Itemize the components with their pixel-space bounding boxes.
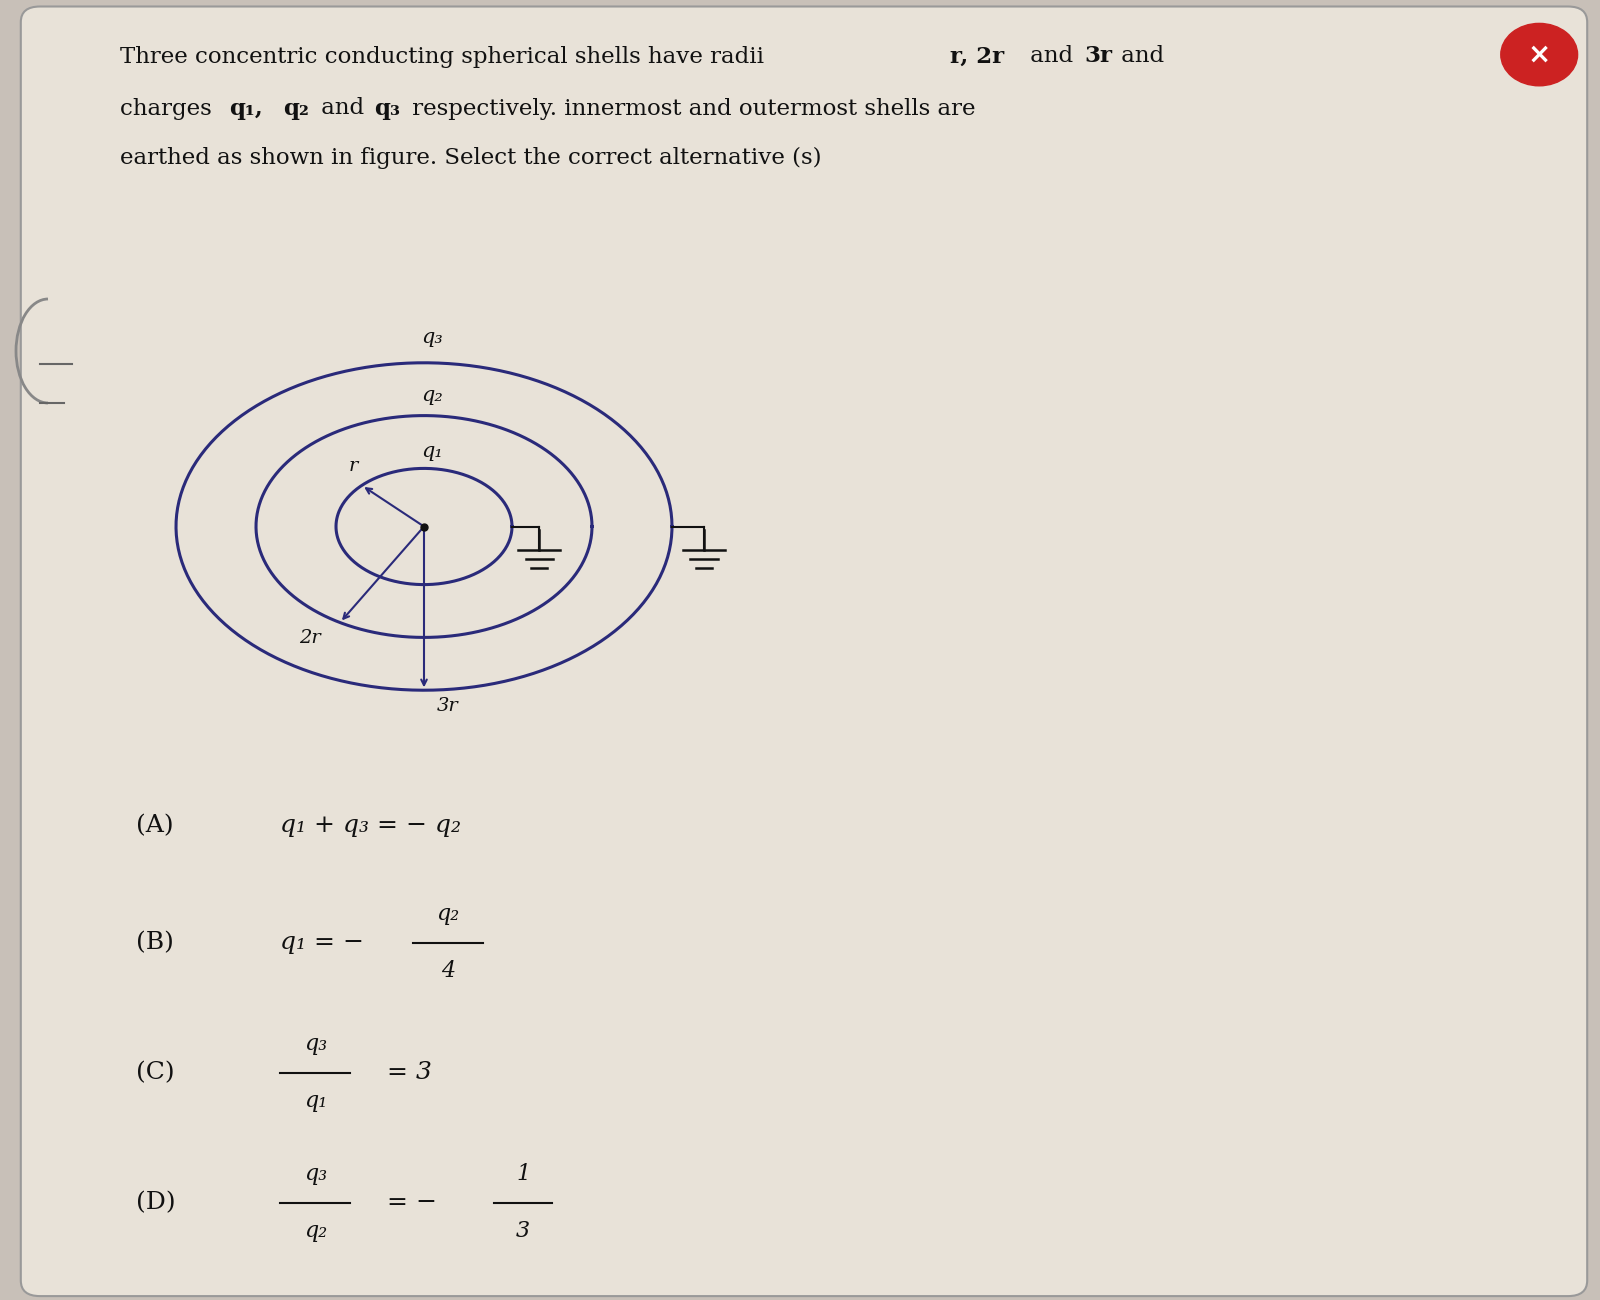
Text: 3: 3: [517, 1221, 530, 1241]
Text: q₃: q₃: [304, 1164, 326, 1184]
Text: r: r: [349, 458, 358, 474]
Text: q₂: q₂: [437, 903, 459, 924]
Text: q₁: q₁: [421, 442, 443, 460]
Text: = −: = −: [387, 1191, 437, 1214]
Text: q₂: q₂: [283, 98, 309, 120]
Text: q₂: q₂: [304, 1221, 326, 1241]
Text: ×: ×: [1528, 40, 1550, 69]
Text: q₃: q₃: [374, 98, 400, 120]
Text: (B): (B): [136, 931, 174, 954]
Text: and: and: [314, 98, 371, 120]
Text: respectively. innermost and outermost shells are: respectively. innermost and outermost sh…: [405, 98, 976, 120]
Text: and: and: [1115, 46, 1165, 68]
Text: 4: 4: [442, 961, 454, 982]
Text: and: and: [1024, 46, 1080, 68]
Text: q₃: q₃: [304, 1034, 326, 1054]
Text: q₁ + q₃ = − q₂: q₁ + q₃ = − q₂: [280, 814, 461, 837]
Text: 3r: 3r: [1085, 46, 1112, 68]
Text: (D): (D): [136, 1191, 176, 1214]
Text: Three concentric conducting spherical shells have radii: Three concentric conducting spherical sh…: [120, 46, 771, 68]
Text: = 3: = 3: [387, 1061, 432, 1084]
Text: (C): (C): [136, 1061, 174, 1084]
Text: 3r: 3r: [437, 697, 459, 715]
Text: q₁: q₁: [304, 1091, 326, 1112]
Text: q₁ = −: q₁ = −: [280, 931, 371, 954]
Text: q₃: q₃: [421, 328, 443, 347]
Text: q₁,: q₁,: [229, 98, 262, 120]
FancyBboxPatch shape: [21, 6, 1587, 1296]
Text: charges: charges: [120, 98, 219, 120]
Text: 2r: 2r: [299, 629, 320, 647]
Circle shape: [1501, 23, 1578, 86]
Text: q₂: q₂: [421, 386, 443, 406]
Text: r, 2r: r, 2r: [949, 46, 1003, 68]
Text: (A): (A): [136, 814, 174, 837]
Text: earthed as shown in figure. Select the correct alternative (s): earthed as shown in figure. Select the c…: [120, 147, 821, 169]
Text: 1: 1: [517, 1164, 530, 1184]
